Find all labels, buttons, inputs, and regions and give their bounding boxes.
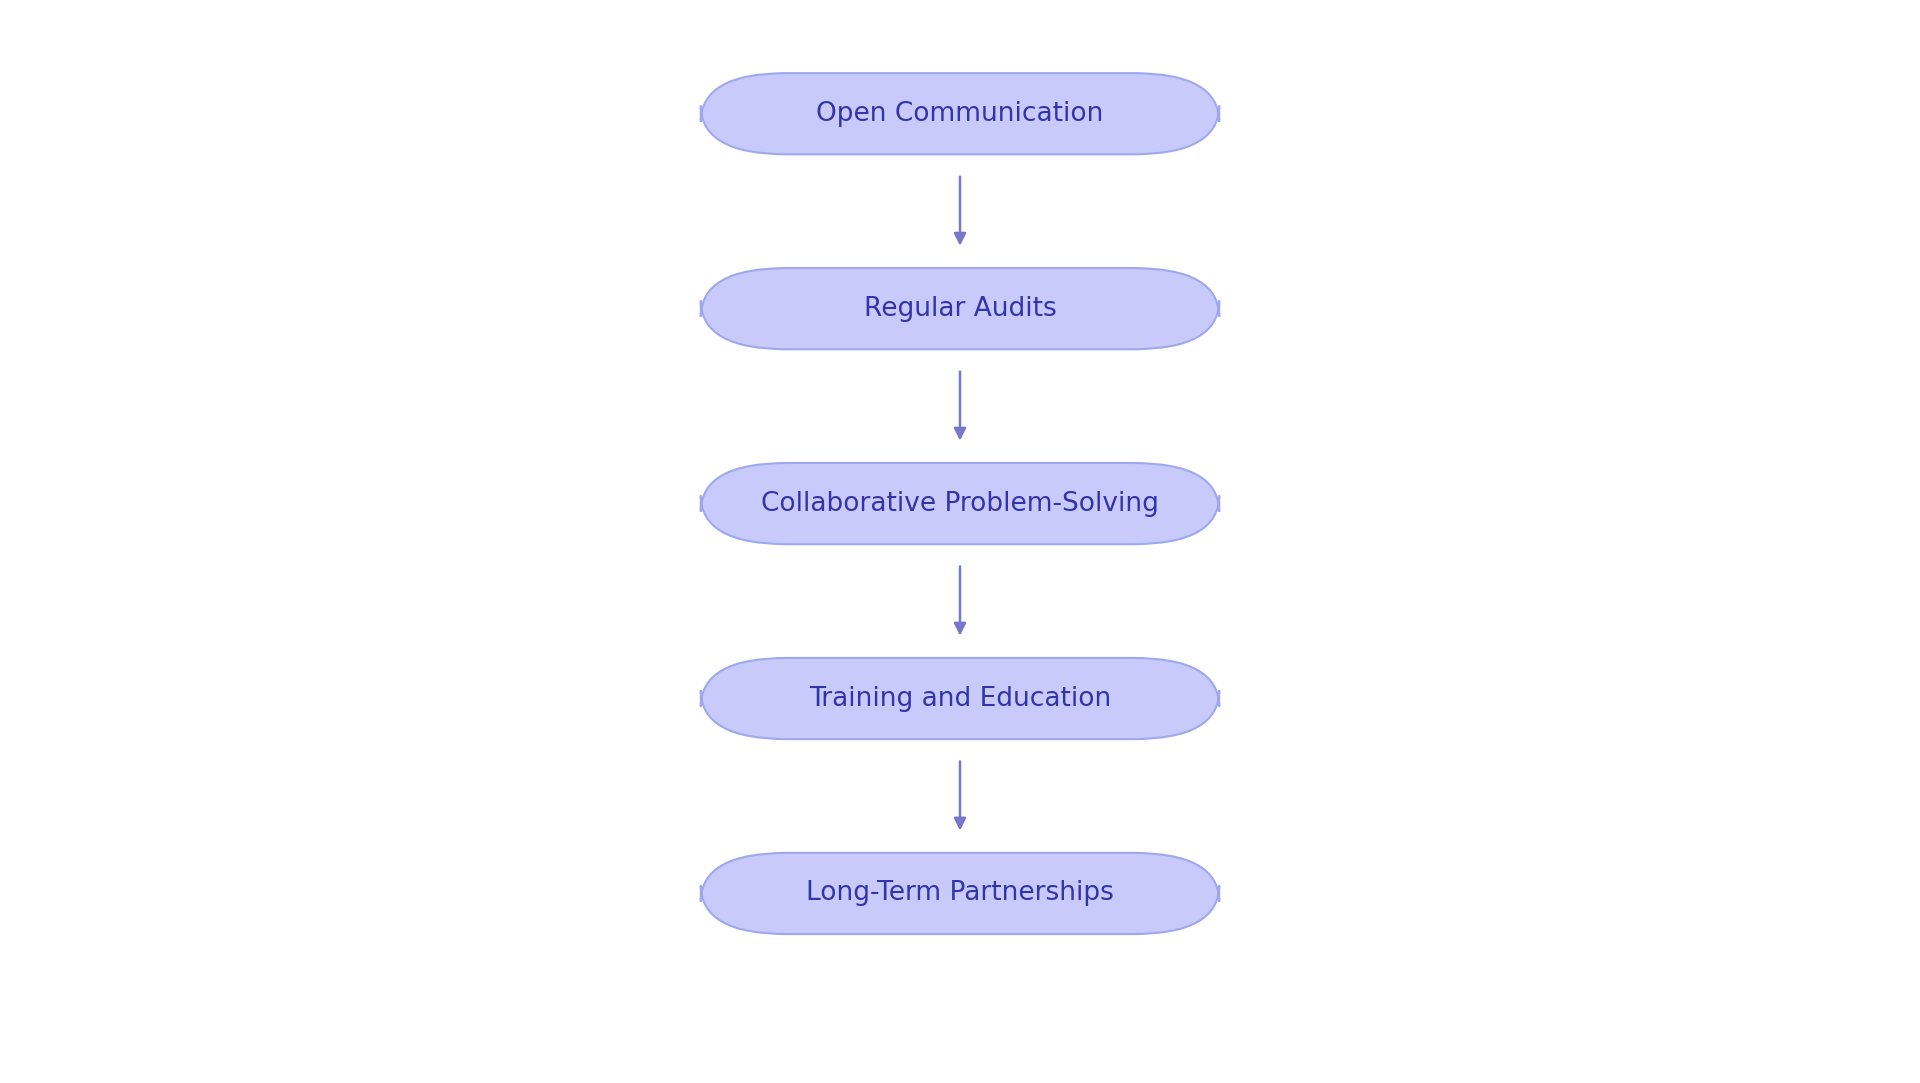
Text: Open Communication: Open Communication [816, 101, 1104, 127]
FancyBboxPatch shape [701, 269, 1219, 349]
FancyBboxPatch shape [701, 74, 1219, 155]
Text: Collaborative Problem-Solving: Collaborative Problem-Solving [760, 491, 1160, 517]
Text: Regular Audits: Regular Audits [864, 296, 1056, 322]
FancyBboxPatch shape [701, 464, 1219, 544]
Text: Training and Education: Training and Education [808, 686, 1112, 712]
FancyBboxPatch shape [701, 657, 1219, 739]
Text: Long-Term Partnerships: Long-Term Partnerships [806, 880, 1114, 906]
FancyBboxPatch shape [701, 853, 1219, 934]
